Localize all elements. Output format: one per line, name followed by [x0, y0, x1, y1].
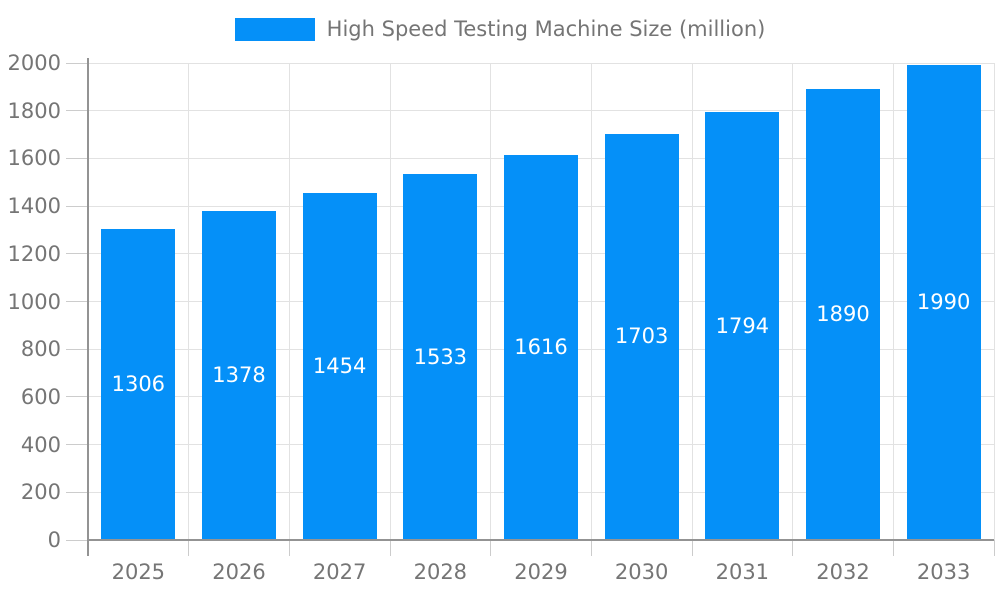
gridline-horizontal	[88, 62, 994, 64]
x-axis-tick-label: 2026	[212, 560, 266, 584]
gridline-vertical	[389, 63, 391, 540]
bar: 1454	[302, 193, 377, 539]
x-axis-tick	[590, 540, 592, 556]
y-axis-tick-label: 2000	[7, 51, 61, 75]
x-axis-tick	[792, 540, 794, 556]
legend-swatch	[234, 17, 315, 41]
bar: 1378	[202, 211, 276, 539]
x-axis-tick-label: 2028	[413, 560, 468, 584]
gridline-vertical	[288, 63, 290, 540]
y-axis-tick	[66, 157, 88, 159]
bar-value-label: 1794	[715, 313, 770, 338]
y-axis-tick	[66, 301, 88, 302]
legend-item[interactable]: High Speed Testing Machine Size (million…	[234, 17, 766, 41]
x-axis-tick-label: 2031	[715, 560, 770, 584]
y-axis-line	[87, 58, 89, 556]
bar: 1616	[504, 154, 578, 539]
y-axis-tick	[66, 539, 88, 541]
y-axis-tick-label: 800	[20, 337, 61, 362]
bar-value-label: 1306	[111, 371, 166, 396]
bar: 1990	[906, 65, 981, 539]
bar-value-label: 1454	[312, 354, 367, 379]
x-axis-tick	[288, 540, 290, 556]
y-axis-tick-label: 200	[20, 480, 61, 505]
bar-value-label: 1378	[212, 363, 266, 388]
y-axis-tick	[66, 491, 88, 493]
bar: 1533	[403, 174, 478, 539]
bar-value-label: 1890	[816, 302, 870, 327]
bar-value-label: 1533	[413, 344, 468, 369]
y-axis-tick-label: 0	[47, 528, 61, 552]
bar: 1703	[604, 133, 679, 539]
x-axis-tick	[691, 540, 693, 556]
gridline-vertical	[691, 63, 693, 540]
y-axis-tick	[66, 62, 88, 64]
x-axis-tick	[389, 540, 391, 556]
x-axis-tick-label: 2033	[916, 560, 971, 584]
x-axis-tick-label: 2032	[816, 560, 870, 584]
x-axis-tick-label: 2027	[312, 560, 367, 584]
y-axis-tick-label: 1400	[7, 194, 61, 219]
gridline-vertical	[792, 63, 794, 540]
y-axis-tick-label: 400	[20, 432, 61, 457]
y-axis-tick-label: 1600	[7, 146, 61, 171]
x-axis-tick-label: 2029	[514, 560, 568, 584]
gridline-vertical	[490, 63, 492, 540]
y-axis-tick-label: 600	[20, 384, 61, 409]
y-axis-tick-label: 1000	[7, 289, 61, 314]
legend: High Speed Testing Machine Size (million…	[0, 17, 1000, 41]
x-axis-line	[88, 539, 994, 541]
y-axis-tick	[66, 205, 88, 207]
x-axis-tick	[993, 540, 995, 556]
bar-value-label: 1990	[916, 290, 971, 315]
y-axis-tick	[66, 348, 88, 350]
x-axis-tick	[490, 540, 492, 556]
bar: 1306	[101, 228, 176, 539]
gridline-vertical	[892, 63, 894, 540]
bar-value-label: 1616	[514, 334, 568, 359]
bar: 1890	[806, 89, 880, 539]
gridline-vertical	[590, 63, 592, 540]
y-axis-tick	[66, 396, 88, 398]
y-axis-tick-label: 1200	[7, 241, 61, 266]
x-axis-tick	[892, 540, 894, 556]
y-axis-tick	[66, 444, 88, 446]
bar: 1794	[705, 112, 780, 539]
y-axis-tick	[66, 110, 88, 112]
gridline-horizontal	[88, 110, 994, 112]
legend-label: High Speed Testing Machine Size (million…	[326, 17, 766, 41]
x-axis-tick	[188, 540, 190, 556]
gridline-vertical	[993, 63, 995, 540]
gridline-vertical	[188, 63, 190, 540]
bar-value-label: 1703	[614, 324, 669, 349]
x-axis-tick-label: 2025	[111, 560, 166, 584]
y-axis-tick	[66, 253, 88, 255]
x-axis-tick-label: 2030	[614, 560, 669, 584]
y-axis-tick-label: 1800	[7, 98, 61, 123]
